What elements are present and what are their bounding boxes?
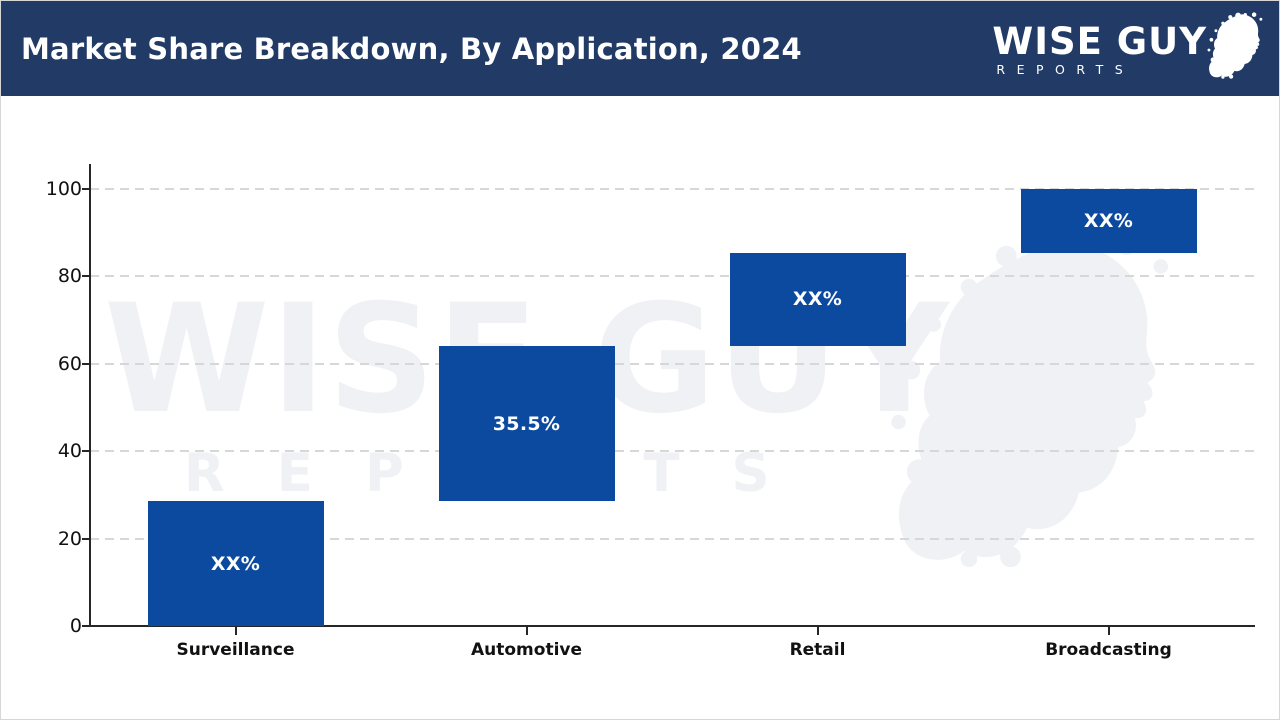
y-gridline bbox=[90, 187, 1254, 190]
y-gridline bbox=[90, 275, 1254, 277]
x-tick-label: Surveillance bbox=[176, 640, 295, 660]
x-tick-label: Retail bbox=[789, 640, 846, 660]
y-tick-label: 100 bbox=[45, 177, 82, 200]
y-tick-mark bbox=[82, 275, 89, 277]
bar-surveillance: XX% bbox=[147, 501, 324, 626]
y-tick-label: 80 bbox=[57, 265, 82, 287]
x-tick-label: Automotive bbox=[470, 640, 583, 660]
x-tick-mark bbox=[816, 627, 819, 635]
header-band: Market Share Breakdown, By Application, … bbox=[1, 1, 1279, 96]
y-gridline bbox=[90, 450, 1254, 452]
brand-dotted-head-icon bbox=[1207, 12, 1263, 79]
y-tick-label: 60 bbox=[57, 352, 82, 375]
y-tick-mark bbox=[82, 362, 89, 365]
x-axis-spine bbox=[89, 625, 1255, 627]
bar-value-label: XX% bbox=[792, 288, 843, 311]
bar-value-label: XX% bbox=[1083, 209, 1134, 232]
brand-subtext: REPORTS bbox=[996, 62, 1135, 78]
bar-value-label: 35.5% bbox=[492, 412, 561, 435]
brand-logo-text: WISE GUY REPORTS bbox=[992, 19, 1207, 78]
x-tick-mark bbox=[1107, 627, 1110, 635]
x-tick-mark bbox=[234, 627, 237, 635]
y-gridline bbox=[90, 537, 1254, 540]
watermark-dotted-head-icon bbox=[891, 232, 1169, 568]
brand-logo: WISE GUY REPORTS bbox=[992, 9, 1265, 91]
y-tick-mark bbox=[82, 625, 89, 627]
bar-value-label: XX% bbox=[210, 552, 261, 575]
y-axis-spine bbox=[89, 164, 91, 627]
y-tick-label: 40 bbox=[57, 440, 82, 462]
x-tick-label: Broadcasting bbox=[1045, 640, 1172, 660]
y-gridline bbox=[90, 362, 1254, 365]
y-tick-mark bbox=[82, 450, 89, 452]
brand-wordmark: WISE GUY bbox=[992, 19, 1207, 63]
x-tick-mark bbox=[525, 627, 528, 635]
y-tick-mark bbox=[82, 187, 89, 190]
chart-title: Market Share Breakdown, By Application, … bbox=[21, 31, 802, 66]
y-tick-label: 20 bbox=[57, 527, 82, 550]
bar-retail: XX% bbox=[729, 252, 906, 346]
y-tick-mark bbox=[82, 537, 89, 540]
bar-automotive: 35.5% bbox=[438, 346, 615, 502]
bar-broadcasting: XX% bbox=[1020, 188, 1197, 253]
y-tick-label: 0 bbox=[69, 615, 82, 637]
